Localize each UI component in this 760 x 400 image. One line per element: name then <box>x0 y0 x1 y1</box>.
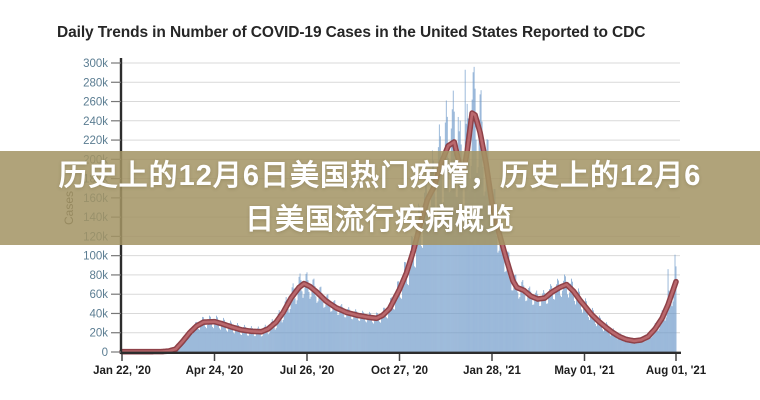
y-tick-label: 60k <box>89 289 108 301</box>
x-tick-label: Jul 26, '20 <box>280 365 335 377</box>
x-tick-label: Jan 28, '21 <box>463 365 521 377</box>
y-tick-label: 240k <box>83 116 108 128</box>
y-tick-label: 260k <box>83 97 108 109</box>
overlay-banner-line-1: 历史上的12月6日美国热门疾惰，历史上的12月6 <box>58 160 702 192</box>
overlay-banner-line-2: 日美国流行疾病概览 <box>244 204 515 236</box>
y-tick-label: 220k <box>83 135 108 147</box>
chart-title: Daily Trends in Number of COVID-19 Cases… <box>57 24 646 41</box>
x-tick-label: Apr 24, '20 <box>186 365 244 377</box>
x-tick-label: Oct 27, '20 <box>371 365 428 377</box>
y-tick-label: 40k <box>89 308 108 320</box>
y-tick-label: 280k <box>83 77 108 89</box>
x-tick-label: Aug 01, '21 <box>646 365 707 377</box>
overlay-banner: 历史上的12月6日美国热门疾惰，历史上的12月6 日美国流行疾病概览 <box>0 151 760 245</box>
y-tick-label: 0 <box>102 347 108 359</box>
x-tick-label: May 01, '21 <box>554 365 615 377</box>
y-tick-label: 300k <box>83 58 108 70</box>
y-tick-label: 80k <box>89 270 108 282</box>
y-tick-label: 20k <box>89 328 108 340</box>
x-tick-label: Jan 22, '20 <box>93 365 151 377</box>
y-tick-label: 100k <box>83 251 108 263</box>
